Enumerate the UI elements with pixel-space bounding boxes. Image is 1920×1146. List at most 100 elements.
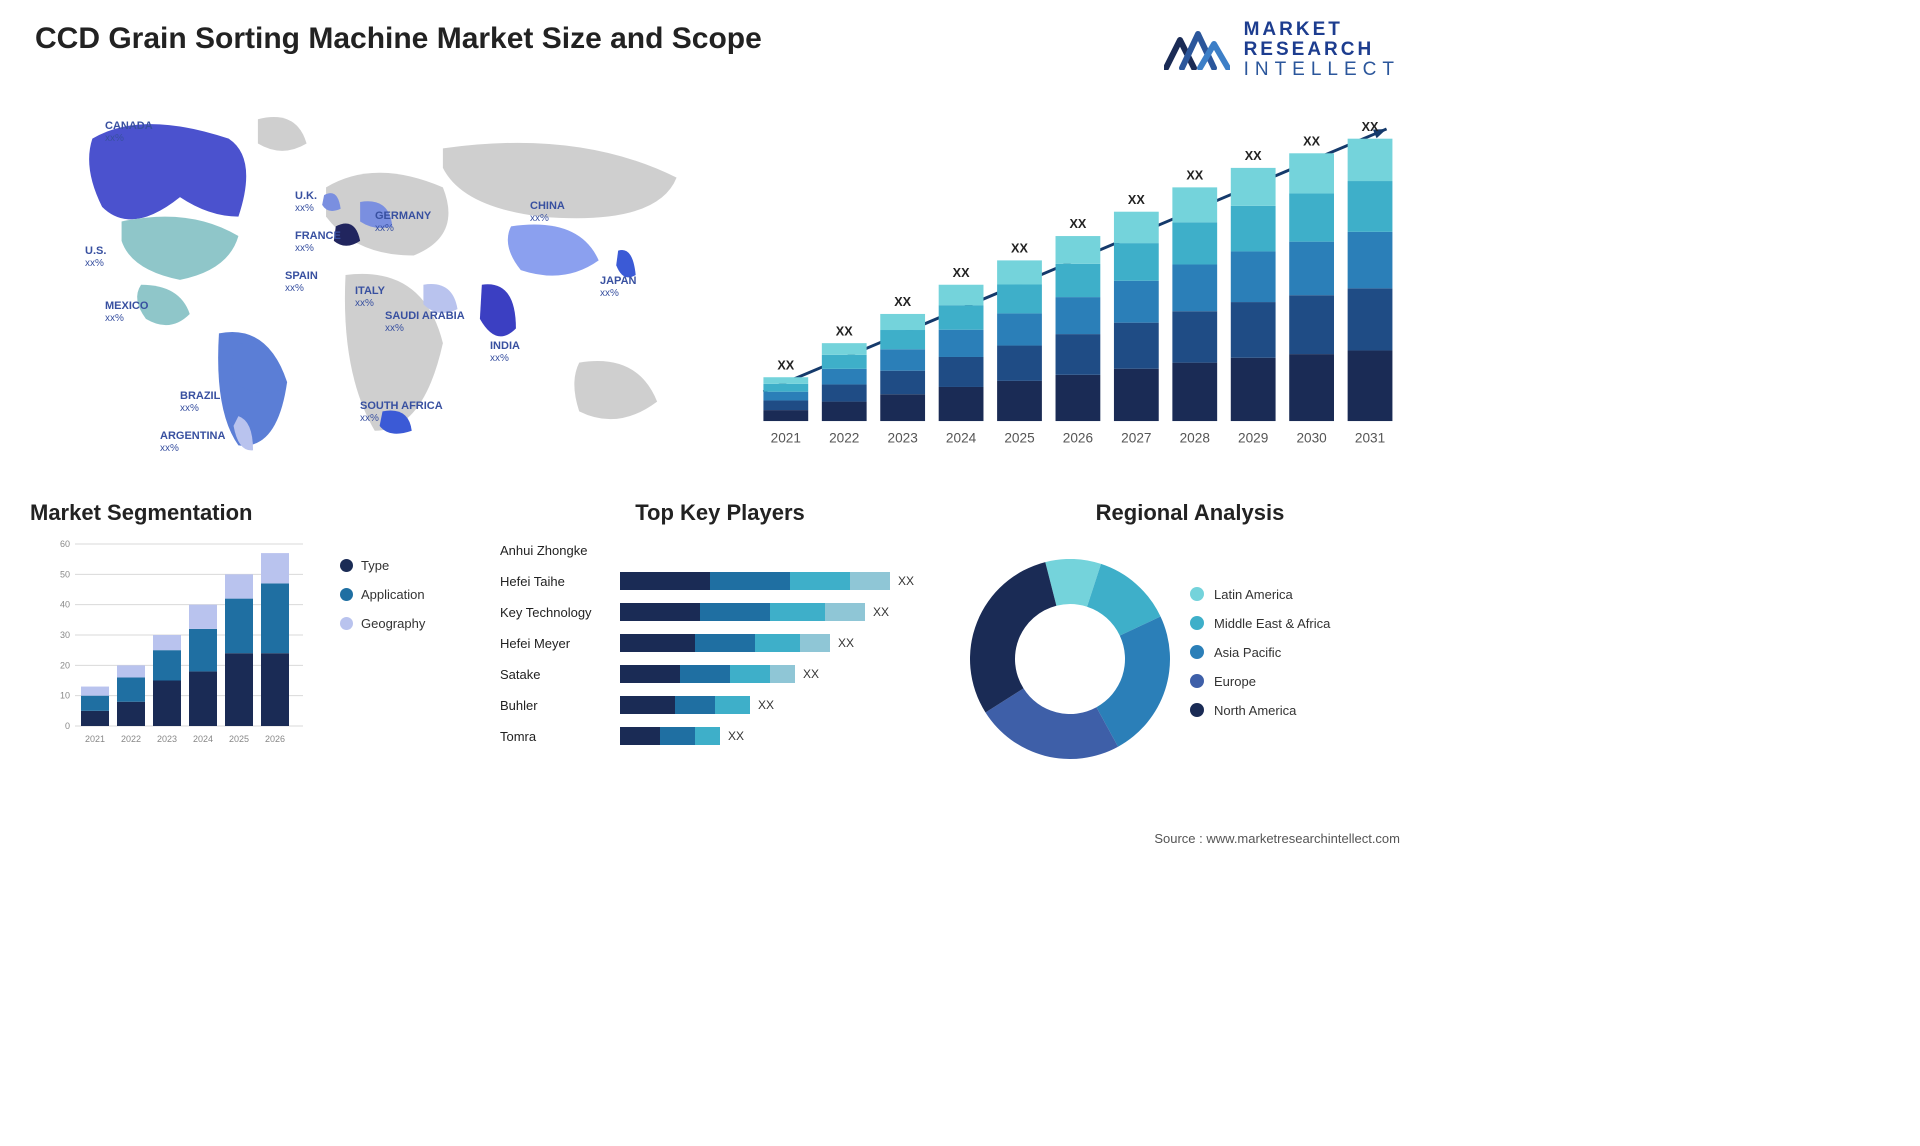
legend-swatch: [340, 588, 353, 601]
svg-text:XX: XX: [894, 295, 911, 309]
svg-text:2027: 2027: [1121, 430, 1151, 445]
legend-item: Application: [340, 587, 470, 602]
player-bar: XX: [620, 696, 940, 714]
player-bar: XX: [620, 572, 940, 590]
legend-item: Middle East & Africa: [1190, 616, 1330, 631]
key-players-bars: Anhui ZhongkeHefei TaiheXXKey Technology…: [500, 538, 940, 780]
svg-text:2026: 2026: [1063, 430, 1093, 445]
regional-legend: Latin America Middle East & Africa Asia Pa…: [1190, 587, 1330, 732]
svg-text:2029: 2029: [1238, 430, 1268, 445]
legend-label: Geography: [361, 616, 425, 631]
svg-text:XX: XX: [777, 358, 794, 372]
player-bar: XX: [620, 603, 940, 621]
legend-label: North America: [1214, 703, 1296, 718]
player-label: Anhui Zhongke: [500, 543, 620, 558]
regional-donut: [970, 559, 1170, 759]
list-item: Anhui Zhongke: [500, 538, 940, 562]
legend-swatch: [340, 559, 353, 572]
logo: MARKET RESEARCH INTELLECT: [1164, 20, 1400, 80]
legend-swatch: [1190, 674, 1204, 688]
list-item: Hefei TaiheXX: [500, 569, 940, 593]
map-label: ITALYxx%: [355, 285, 385, 309]
svg-text:2021: 2021: [771, 430, 801, 445]
legend-item: Asia Pacific: [1190, 645, 1330, 660]
list-item: TomraXX: [500, 724, 940, 748]
svg-text:XX: XX: [1128, 193, 1145, 207]
list-item: Hefei MeyerXX: [500, 631, 940, 655]
map-label: SAUDI ARABIAxx%: [385, 310, 465, 334]
list-item: Satake XX: [500, 662, 940, 686]
player-value: XX: [873, 605, 889, 619]
player-label: Satake: [500, 667, 620, 682]
player-bar: XX: [620, 727, 940, 745]
player-bar: XX: [620, 665, 940, 683]
key-players-panel: Top Key Players Anhui ZhongkeHefei Taihe…: [500, 500, 940, 780]
legend-label: Application: [361, 587, 425, 602]
svg-text:2022: 2022: [829, 430, 859, 445]
logo-line3: INTELLECT: [1244, 60, 1400, 80]
map-label: SOUTH AFRICAxx%: [360, 400, 443, 424]
logo-icon: [1164, 30, 1230, 70]
svg-text:2023: 2023: [157, 734, 177, 744]
segmentation-legend: Type Application Geography: [340, 538, 470, 780]
segmentation-chart: 0102030405060202120222023202420252026: [30, 538, 324, 748]
svg-text:2025: 2025: [1004, 430, 1034, 445]
map-label: SPAINxx%: [285, 270, 318, 294]
svg-text:40: 40: [60, 600, 70, 610]
legend-swatch: [1190, 703, 1204, 717]
map-label: GERMANYxx%: [375, 210, 431, 234]
player-label: Hefei Taihe: [500, 574, 620, 589]
legend-label: Asia Pacific: [1214, 645, 1281, 660]
player-value: XX: [838, 636, 854, 650]
source-label: Source : www.marketresearchintellect.com: [1154, 831, 1400, 846]
legend-item: North America: [1190, 703, 1330, 718]
map-label: U.S.xx%: [85, 245, 106, 269]
svg-text:XX: XX: [1069, 217, 1086, 231]
svg-text:2031: 2031: [1355, 430, 1385, 445]
legend-item: Europe: [1190, 674, 1330, 689]
segmentation-heading: Market Segmentation: [30, 500, 470, 526]
map-label: ARGENTINAxx%: [160, 430, 225, 454]
svg-text:XX: XX: [1011, 242, 1028, 256]
svg-text:XX: XX: [1362, 120, 1379, 134]
legend-item: Latin America: [1190, 587, 1330, 602]
map-label: INDIAxx%: [490, 340, 520, 364]
legend-item: Type: [340, 558, 470, 573]
list-item: BuhlerXX: [500, 693, 940, 717]
regional-panel: Regional Analysis Latin America Middle Ea…: [970, 500, 1410, 780]
svg-text:2024: 2024: [946, 430, 977, 445]
svg-text:0: 0: [65, 721, 70, 731]
svg-text:2023: 2023: [888, 430, 918, 445]
map-label: BRAZILxx%: [180, 390, 220, 414]
svg-text:60: 60: [60, 539, 70, 549]
svg-text:2021: 2021: [85, 734, 105, 744]
svg-text:XX: XX: [1186, 169, 1203, 183]
svg-text:XX: XX: [1245, 149, 1262, 163]
legend-label: Europe: [1214, 674, 1256, 689]
svg-text:XX: XX: [1303, 135, 1320, 149]
player-label: Key Technology: [500, 605, 620, 620]
svg-text:XX: XX: [836, 324, 853, 338]
svg-text:XX: XX: [953, 266, 970, 280]
map-label: CHINAxx%: [530, 200, 565, 224]
legend-swatch: [1190, 645, 1204, 659]
map-label: MEXICOxx%: [105, 300, 148, 324]
legend-item: Geography: [340, 616, 470, 631]
svg-text:2025: 2025: [229, 734, 249, 744]
player-bar: XX: [620, 634, 940, 652]
svg-text:2022: 2022: [121, 734, 141, 744]
map-label: JAPANxx%: [600, 275, 636, 299]
legend-swatch: [340, 617, 353, 630]
svg-text:2030: 2030: [1296, 430, 1327, 445]
regional-heading: Regional Analysis: [970, 500, 1410, 526]
player-label: Buhler: [500, 698, 620, 713]
segmentation-panel: Market Segmentation 01020304050602021202…: [30, 500, 470, 780]
svg-text:10: 10: [60, 691, 70, 701]
logo-line2: RESEARCH: [1244, 40, 1400, 60]
list-item: Key Technology XX: [500, 600, 940, 624]
world-map: CANADAxx%U.S.xx%MEXICOxx%BRAZILxx%ARGENT…: [30, 90, 700, 490]
legend-label: Latin America: [1214, 587, 1293, 602]
player-value: XX: [803, 667, 819, 681]
svg-text:50: 50: [60, 569, 70, 579]
legend-swatch: [1190, 616, 1204, 630]
